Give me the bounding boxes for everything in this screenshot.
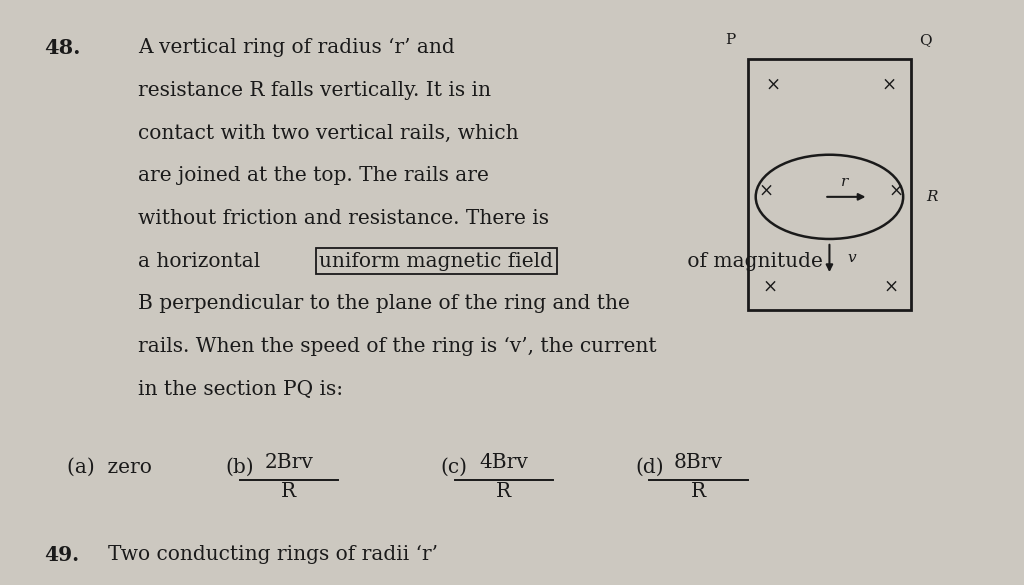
- Text: R: R: [282, 482, 296, 501]
- Text: R: R: [691, 482, 706, 501]
- Text: (c): (c): [440, 457, 467, 476]
- Text: 48.: 48.: [44, 38, 81, 58]
- Text: B perpendicular to the plane of the ring and the: B perpendicular to the plane of the ring…: [138, 294, 630, 313]
- Text: ×: ×: [889, 182, 903, 200]
- Text: of magnitude: of magnitude: [681, 252, 823, 270]
- Text: are joined at the top. The rails are: are joined at the top. The rails are: [138, 166, 489, 185]
- Text: ×: ×: [759, 182, 773, 200]
- Text: uniform magnetic field: uniform magnetic field: [319, 252, 554, 270]
- Text: (d): (d): [635, 457, 664, 476]
- Text: 49.: 49.: [44, 545, 79, 565]
- Text: ×: ×: [884, 278, 898, 295]
- Text: 8Brv: 8Brv: [674, 453, 723, 472]
- Bar: [748, 58, 911, 310]
- Text: Two conducting rings of radii ‘r’: Two conducting rings of radii ‘r’: [108, 545, 437, 565]
- Text: R: R: [927, 190, 938, 204]
- Text: (b): (b): [225, 457, 254, 476]
- Text: r: r: [841, 176, 849, 189]
- Text: v: v: [848, 250, 856, 264]
- Text: a horizontal: a horizontal: [138, 252, 267, 270]
- Text: ×: ×: [763, 278, 777, 295]
- Text: resistance R falls vertically. It is in: resistance R falls vertically. It is in: [138, 81, 492, 99]
- Text: R: R: [497, 482, 511, 501]
- Text: in the section PQ is:: in the section PQ is:: [138, 380, 343, 398]
- Text: (a)  zero: (a) zero: [67, 457, 152, 476]
- Text: without friction and resistance. There is: without friction and resistance. There i…: [138, 209, 549, 228]
- Text: P: P: [725, 33, 735, 47]
- Text: rails. When the speed of the ring is ‘v’, the current: rails. When the speed of the ring is ‘v’…: [138, 337, 656, 356]
- Text: contact with two vertical rails, which: contact with two vertical rails, which: [138, 123, 519, 142]
- Text: ×: ×: [766, 76, 780, 94]
- Text: ×: ×: [882, 76, 896, 94]
- Text: A vertical ring of radius ‘r’ and: A vertical ring of radius ‘r’ and: [138, 38, 455, 57]
- Text: 4Brv: 4Brv: [479, 453, 528, 472]
- Text: Q: Q: [920, 33, 932, 47]
- Text: 2Brv: 2Brv: [264, 453, 313, 472]
